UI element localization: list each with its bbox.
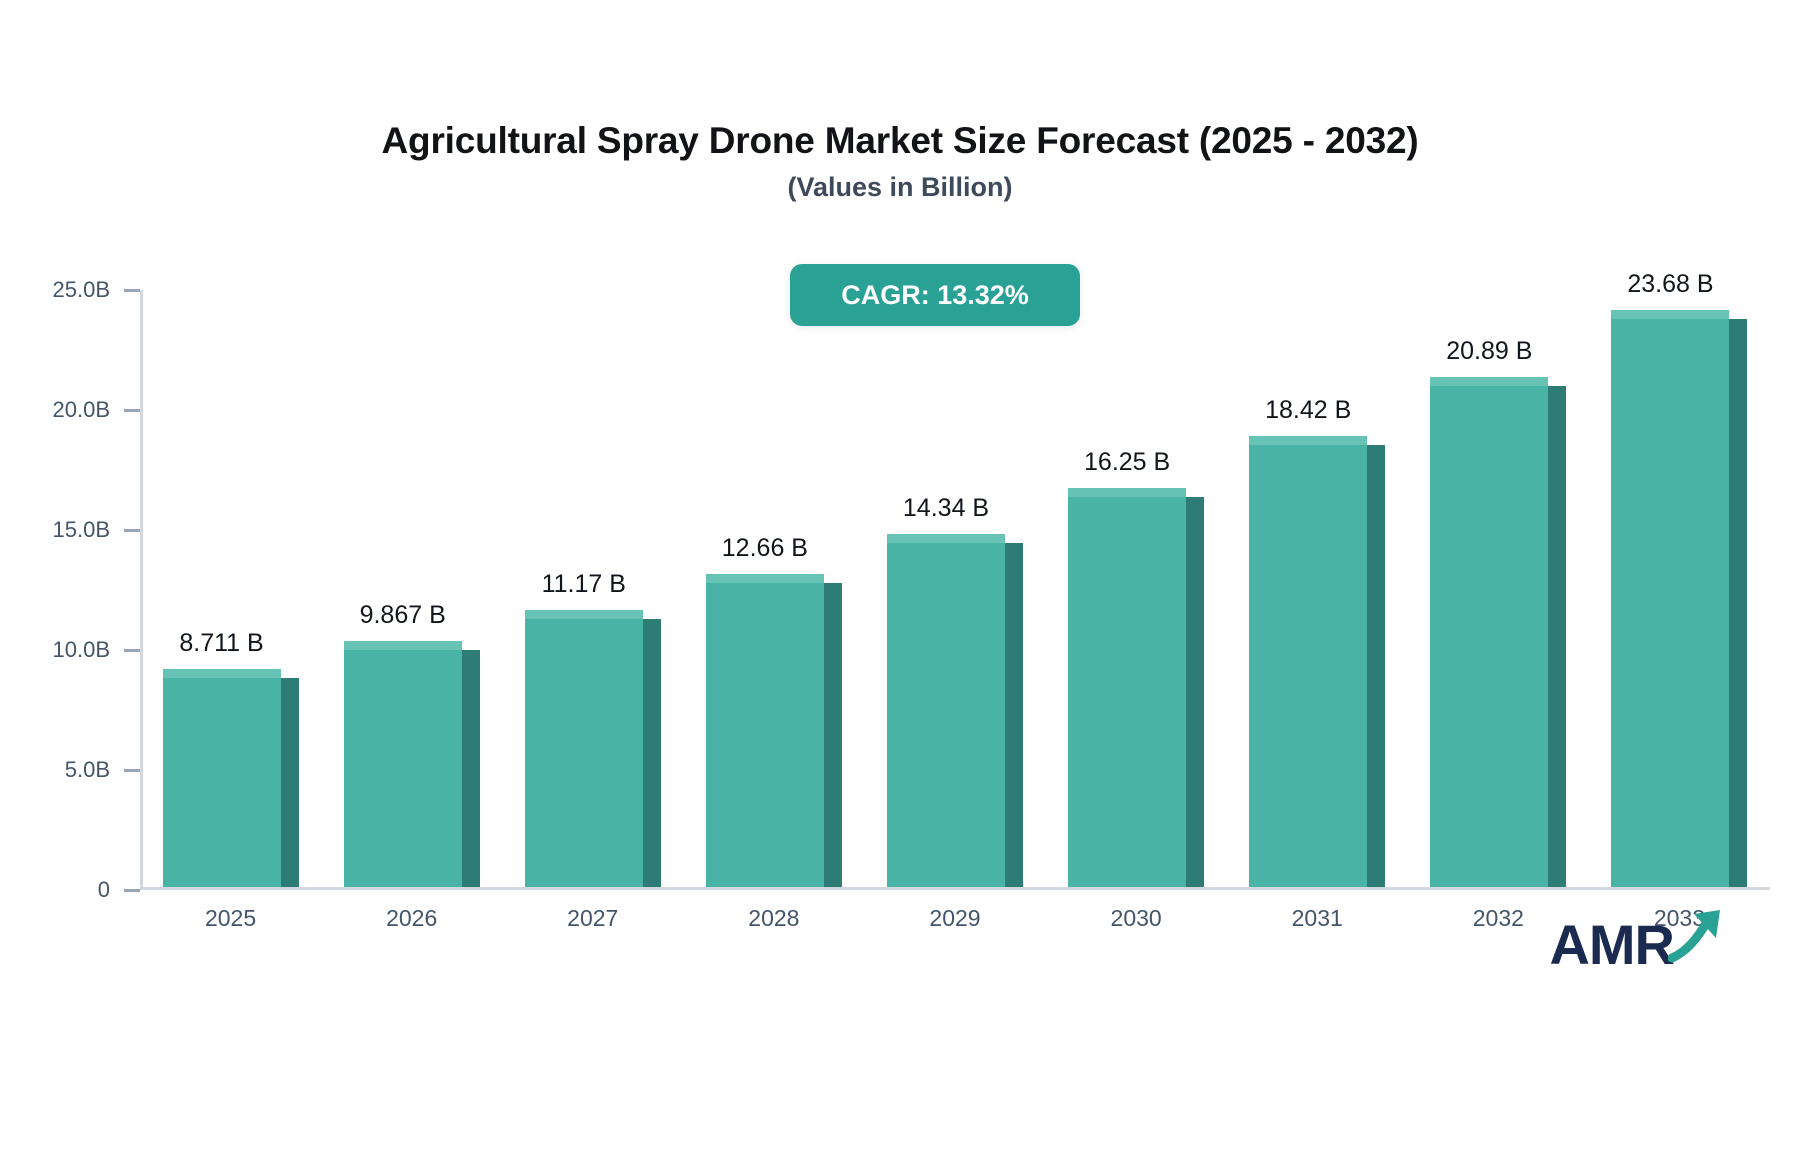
bar-value-label: 18.42 B [1265,395,1352,424]
bar-group: 23.68 B [1611,270,1748,887]
bar-top-face [1249,435,1368,445]
bar-value-label: 23.68 B [1627,269,1714,298]
y-axis-tick: 20.0B [24,397,140,423]
y-axis-tick-mark [124,408,140,412]
bar-value-label: 20.89 B [1446,336,1533,365]
y-axis-line [140,290,143,890]
bar-front-face[interactable] [1430,385,1549,887]
amr-logo: AMR [1549,908,1730,981]
bar-top-face [1068,488,1187,497]
cagr-badge-label: CAGR: 13.32% [841,279,1029,310]
bar-front-face[interactable] [343,650,462,887]
page-subtitle: (Values in Billion) [787,172,1013,202]
cagr-badge: CAGR: 13.32% [790,264,1080,326]
y-axis-tick-mark [124,888,140,892]
bar-top-side-face [823,583,842,593]
bar-side-face [461,659,480,887]
growth-arrow-icon [1667,908,1730,969]
amr-logo-text: AMR [1549,913,1675,976]
x-axis-tick-label: 2026 [386,905,438,931]
bar-group: 9.867 B [343,290,480,887]
y-axis-tick-label: 25.0B [52,277,111,302]
x-axis-tick-label: 2032 [1472,905,1524,931]
bar-front-face[interactable] [524,618,643,887]
bar-top-side-face [642,618,661,628]
y-axis-tick: 15.0B [24,517,140,543]
bar-side-face [823,592,842,887]
bar-group: 8.711 B [162,290,299,887]
bar-group: 18.42 B [1249,290,1386,887]
y-axis-tick-label: 20.0B [52,397,111,422]
bar-group: 16.25 B [1068,290,1205,887]
bar-front-face[interactable] [887,542,1005,887]
bar-top-side-face [1729,318,1748,328]
bar-group: 11.17 B [524,290,661,887]
x-axis-tick-label: 2027 [567,905,619,931]
bar-top-face [1611,309,1730,319]
bar-side-face [642,627,661,887]
bar-top-side-face [1367,444,1386,454]
x-axis-tick-label: 2031 [1291,905,1343,931]
bar-top-side-face [461,650,480,660]
bar-value-label: 12.66 B [721,534,808,563]
x-axis-ticks: 2025 2026 2027 2028 2029 2030 2031 2032 2033 [140,905,1770,945]
bar-top-side-face [1186,497,1205,506]
bar-side-face [280,686,299,887]
bar-top-face [705,574,824,584]
x-axis-tick-label: 2028 [748,905,800,931]
y-axis-tick: 25.0B [24,277,140,303]
bar-group: 20.89 B [1430,290,1567,887]
bar-front-face[interactable] [162,677,281,887]
bar-side-face [1367,453,1386,887]
bar-top-face [887,533,1005,543]
bar-group: 12.66 B [705,290,842,887]
y-axis-tick-mark [124,768,140,772]
x-axis-tick-label: 2025 [204,905,257,931]
bar-group: 14.34 B [887,290,1023,887]
bar-top-side-face [1548,385,1567,395]
y-axis-tick-mark [124,648,140,652]
bar-value-label: 14.34 B [902,493,990,522]
y-axis-tick-mark [124,288,140,292]
bar-side-face [1548,394,1567,887]
bar-top-face [162,668,281,678]
bar-front-face[interactable] [1068,497,1187,887]
bar-front-face[interactable] [1249,444,1368,887]
y-axis-tick-mark [124,528,140,532]
y-axis-tick-label: 15.0B [52,517,111,542]
y-axis-tick: 10.0B [24,637,140,663]
bar-top-face [343,641,462,651]
y-axis-tick-label: 0 [97,877,110,902]
x-axis-line [140,887,1770,890]
bar-front-face[interactable] [705,583,824,887]
y-axis-tick-label: 5.0B [64,757,110,782]
x-axis-tick-label: 2033 [1653,905,1706,931]
bar-value-label: 11.17 B [541,569,626,598]
bar-top-face [1430,376,1549,386]
y-axis-tick: 5.0B [24,757,140,783]
x-axis-tick-label: 2029 [929,905,981,931]
bar-top-face [524,609,643,619]
bar-front-face[interactable] [1611,318,1730,887]
y-axis-tick-label: 10.0B [52,637,111,662]
bar-side-face [1729,327,1748,887]
y-axis-tick: 0 [24,877,140,903]
bar-series: 8.711 B 9.867 B 11.17 B 12.66 B 14.34 B 16.25… [140,270,1770,887]
bar-value-label: 16.25 B [1084,448,1171,476]
bar-top-side-face [1005,542,1023,552]
page-title: Agricultural Spray Drone Market Size For… [381,120,1419,161]
bar-top-side-face [280,677,299,687]
plot-area: 25.0B 20.0B 15.0B 10.0B 5.0B 0 8.711 B 9.867 B… [53,270,1770,902]
bar-side-face [1186,506,1205,887]
bar-value-label: 8.711 B [179,628,264,657]
x-axis-tick-label: 2030 [1110,905,1162,931]
bar-side-face [1005,551,1023,887]
bar-value-label: 9.867 B [359,601,446,630]
